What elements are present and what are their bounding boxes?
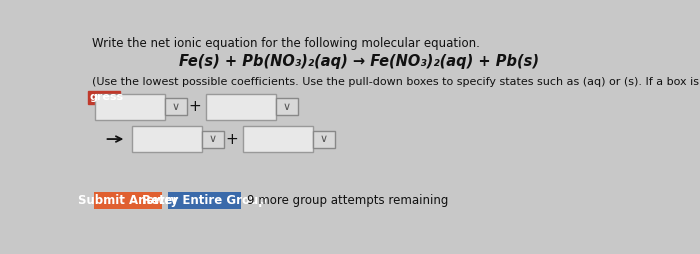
Text: Submit Answer: Submit Answer xyxy=(78,194,178,207)
Text: ∨: ∨ xyxy=(283,102,290,112)
Text: gress: gress xyxy=(89,92,123,102)
Text: 9 more group attempts remaining: 9 more group attempts remaining xyxy=(247,194,449,207)
Bar xyxy=(88,90,120,104)
Text: Write the net ionic equation for the following molecular equation.: Write the net ionic equation for the fol… xyxy=(92,37,480,50)
Text: ∨: ∨ xyxy=(209,134,217,144)
Bar xyxy=(94,192,162,209)
Bar xyxy=(165,98,187,115)
Text: +: + xyxy=(188,99,201,114)
Text: ∨: ∨ xyxy=(320,134,328,144)
Bar xyxy=(132,126,202,152)
Text: Fe(s) + Pb(NO₃)₂(aq) → Fe(NO₃)₂(aq) + Pb(s): Fe(s) + Pb(NO₃)₂(aq) → Fe(NO₃)₂(aq) + Pb… xyxy=(178,54,539,69)
Bar xyxy=(276,98,298,115)
Text: (Use the lowest possible coefficients. Use the pull-down boxes to specify states: (Use the lowest possible coefficients. U… xyxy=(92,77,700,87)
Text: ∨: ∨ xyxy=(172,102,180,112)
Bar xyxy=(206,94,276,120)
Bar xyxy=(95,94,165,120)
Bar xyxy=(168,192,241,209)
Bar xyxy=(244,126,313,152)
Text: +: + xyxy=(225,132,238,147)
Bar xyxy=(313,131,335,148)
Bar xyxy=(202,131,224,148)
Text: Retry Entire Group: Retry Entire Group xyxy=(142,194,267,207)
